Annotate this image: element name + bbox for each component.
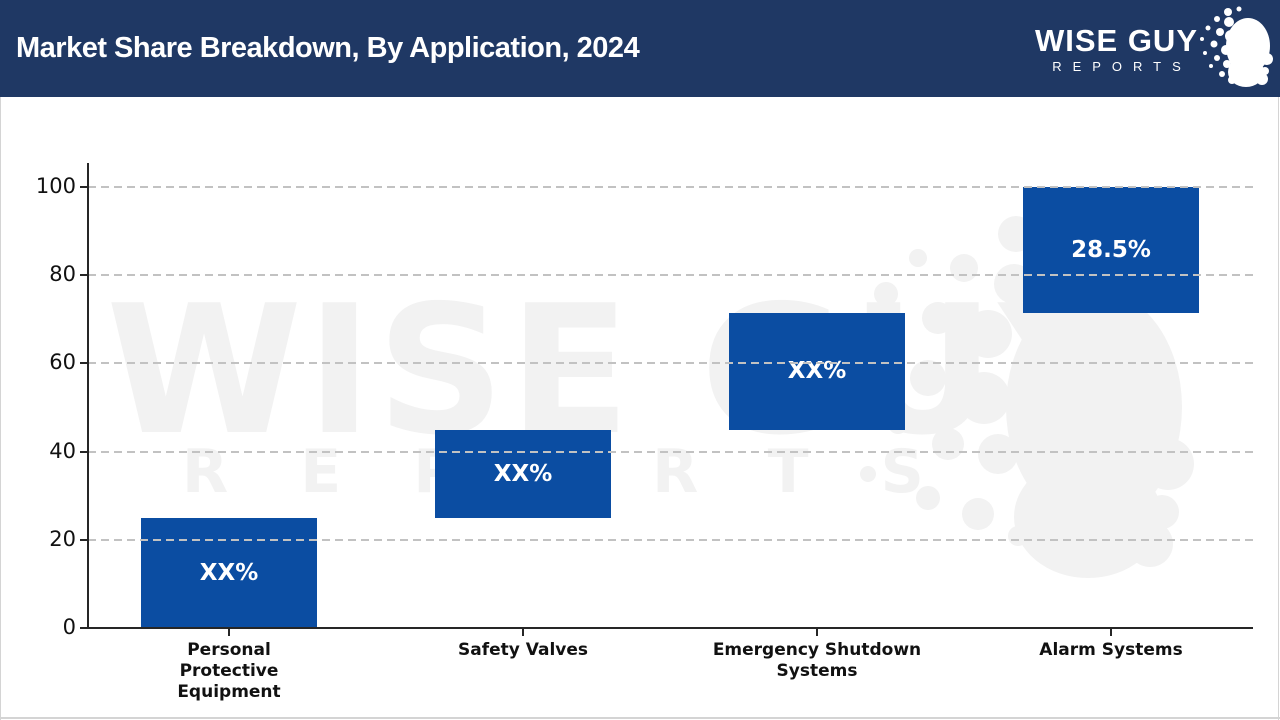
bar-3: XX%	[729, 312, 905, 430]
bar-value-label: XX%	[493, 460, 553, 487]
x-category-label-line: Personal	[187, 640, 271, 660]
wise-guy-reports-logo: WISE GUY REPORTS	[1010, 4, 1276, 94]
chart-title: Market Share Breakdown, By Application, …	[16, 32, 640, 64]
x-category-label-line: Emergency Shutdown	[712, 640, 922, 660]
gridline-20	[88, 538, 1253, 541]
x-tick-mark-2	[522, 629, 524, 636]
x-category-label-2: Safety Valves	[408, 640, 638, 661]
y-tick-mark-60	[80, 362, 88, 365]
y-tick-label-0: 0	[62, 615, 76, 639]
frame-border-right	[1278, 97, 1279, 720]
bar-4: 28.5%	[1023, 187, 1199, 313]
y-tick-label-40: 40	[49, 438, 76, 463]
logo-reports-text: REPORTS	[1052, 59, 1192, 74]
x-category-label-1: Personal Protective Equipment	[114, 640, 344, 703]
header-banner: Market Share Breakdown, By Application, …	[0, 0, 1280, 97]
y-tick-label-100: 100	[35, 174, 76, 198]
logo-face-icon	[1200, 6, 1273, 87]
y-axis-line	[87, 163, 89, 629]
gridline-80	[88, 274, 1253, 277]
bar-value-label: 28.5%	[1071, 236, 1151, 263]
gridline-40	[88, 450, 1253, 453]
x-tick-mark-4	[1110, 629, 1112, 636]
y-tick-mark-100	[80, 186, 88, 188]
x-tick-mark-1	[228, 629, 230, 636]
y-tick-mark-0	[80, 627, 88, 629]
gridline-60	[88, 362, 1253, 365]
bar-1: XX%	[141, 517, 317, 628]
x-category-label-line: Protective	[179, 661, 279, 681]
y-tick-mark-40	[80, 450, 88, 453]
y-tick-label-20: 20	[49, 526, 76, 551]
y-tick-label-80: 80	[49, 262, 76, 287]
bar-2: XX%	[435, 429, 611, 518]
frame-border-bottom	[0, 717, 1280, 719]
y-tick-mark-80	[80, 274, 88, 277]
x-category-label-4: Alarm Systems	[996, 640, 1226, 661]
x-category-label-3: Emergency Shutdown Systems	[702, 640, 932, 682]
x-tick-mark-3	[816, 629, 818, 636]
x-category-label-line: Systems	[776, 661, 858, 681]
x-category-label-line: Equipment	[177, 682, 281, 702]
logo-wordmark: WISE GUY	[1034, 23, 1198, 58]
frame-border-left	[0, 97, 1, 720]
y-tick-label-60: 60	[49, 350, 76, 375]
y-tick-mark-20	[80, 538, 88, 541]
x-axis-line	[87, 627, 1253, 629]
x-category-label-line: Alarm Systems	[1039, 640, 1183, 660]
logo-text: WISE GUY REPORTS	[1035, 25, 1198, 73]
bar-value-label: XX%	[199, 559, 259, 586]
x-category-label-line: Safety Valves	[457, 640, 589, 660]
gridline-100	[88, 186, 1253, 188]
